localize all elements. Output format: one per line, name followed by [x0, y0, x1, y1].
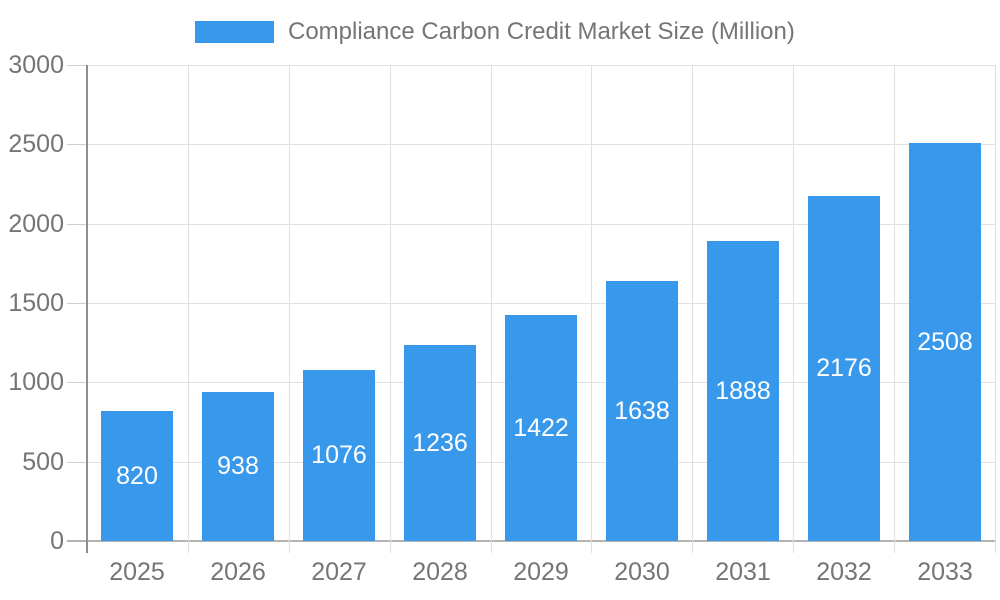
y-axis-tick — [67, 65, 87, 66]
gridline-vertical — [289, 65, 290, 553]
y-tick-label: 1500 — [8, 289, 64, 317]
y-tick-label: 500 — [22, 448, 64, 476]
y-tick-label: 2500 — [8, 130, 64, 158]
gridline-vertical — [188, 65, 189, 553]
gridline-horizontal — [87, 224, 995, 225]
bar-2026[interactable]: 938 — [202, 392, 274, 541]
legend-label[interactable]: Compliance Carbon Credit Market Size (Mi… — [288, 18, 795, 45]
bar-2033[interactable]: 2508 — [909, 143, 981, 541]
bar-value-label: 2176 — [816, 354, 872, 382]
bar-value-label: 1422 — [513, 413, 569, 442]
bar-value-label: 1076 — [311, 441, 367, 469]
gridline-vertical — [491, 65, 492, 553]
y-axis-tick — [67, 224, 87, 225]
bar-2030[interactable]: 1638 — [606, 281, 678, 541]
bar-value-label: 1888 — [715, 376, 771, 405]
y-axis-tick — [67, 144, 87, 145]
x-tick-label: 2025 — [109, 558, 165, 586]
x-tick-label: 2030 — [614, 558, 670, 586]
y-axis-line — [86, 65, 88, 553]
y-tick-label: 1000 — [8, 368, 64, 396]
gridline-vertical — [591, 65, 592, 553]
bar-value-label: 2508 — [917, 327, 973, 356]
gridline-horizontal — [87, 144, 995, 145]
bar-value-label: 1638 — [614, 396, 670, 425]
y-axis-tick — [67, 303, 87, 304]
bar-2029[interactable]: 1422 — [505, 315, 577, 541]
y-tick-label: 2000 — [8, 210, 64, 238]
x-axis-line — [67, 540, 995, 542]
bar-2031[interactable]: 1888 — [707, 241, 779, 541]
gridline-vertical — [692, 65, 693, 553]
x-tick-label: 2028 — [412, 558, 468, 586]
gridline-vertical — [390, 65, 391, 553]
x-tick-label: 2027 — [311, 558, 367, 586]
gridline-vertical — [894, 65, 895, 553]
legend-swatch[interactable] — [195, 21, 274, 43]
bar-value-label: 938 — [217, 452, 259, 480]
bar-2032[interactable]: 2176 — [808, 196, 880, 541]
y-tick-label: 0 — [50, 527, 64, 555]
bar-2028[interactable]: 1236 — [404, 345, 476, 541]
x-tick-label: 2031 — [715, 558, 771, 586]
bar-value-label: 1236 — [412, 428, 468, 457]
x-tick-label: 2032 — [816, 558, 872, 586]
y-tick-label: 3000 — [8, 51, 64, 79]
bar-2025[interactable]: 820 — [101, 411, 173, 541]
bar-value-label: 820 — [116, 461, 158, 490]
gridline-vertical — [793, 65, 794, 553]
x-tick-label: 2026 — [210, 558, 266, 586]
y-axis-tick — [67, 382, 87, 383]
gridline-horizontal — [87, 65, 995, 66]
x-tick-label: 2033 — [917, 558, 973, 586]
gridline-vertical — [995, 65, 996, 553]
gridline-horizontal — [87, 303, 995, 304]
x-tick-label: 2029 — [513, 558, 569, 586]
y-axis-tick — [67, 462, 87, 463]
bar-2027[interactable]: 1076 — [303, 370, 375, 541]
